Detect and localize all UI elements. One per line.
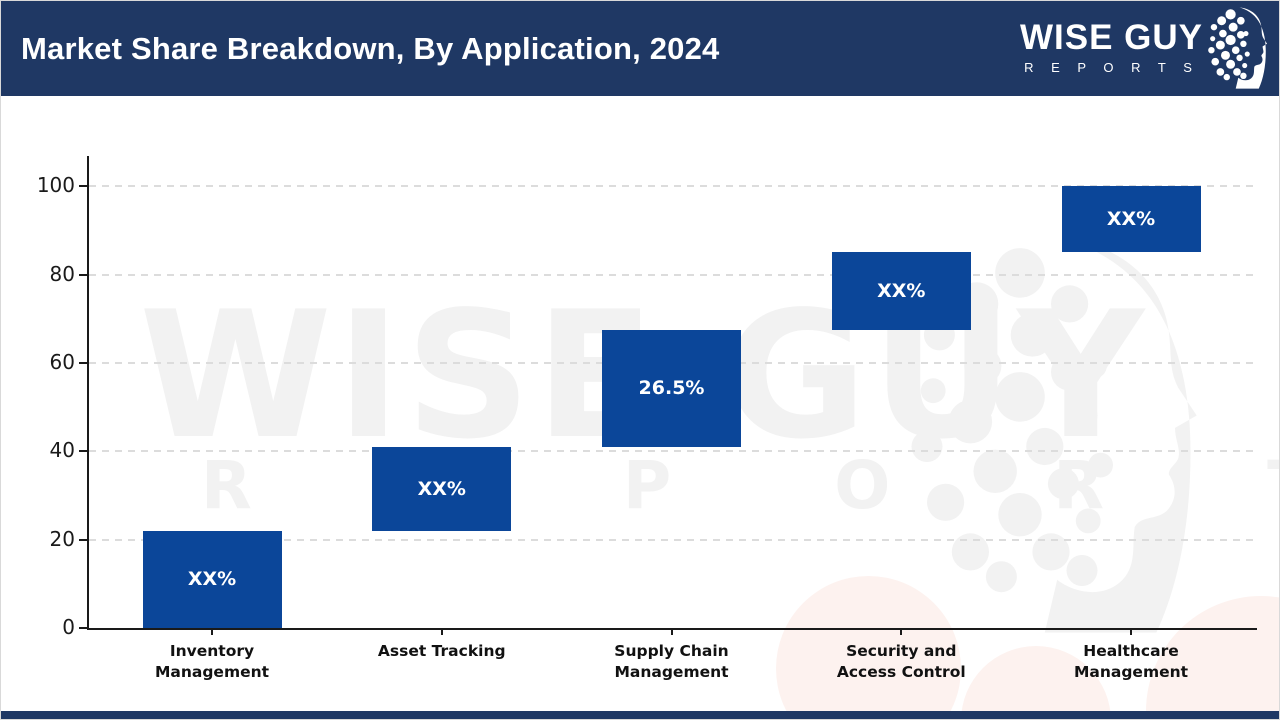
bar: XX% — [372, 446, 512, 531]
y-tick-mark — [79, 185, 87, 188]
x-tick-mark — [440, 630, 443, 635]
x-tick-label-line: Access Control — [836, 663, 966, 681]
x-axis-line — [87, 628, 1257, 630]
bar-value-label: XX% — [1106, 208, 1156, 231]
footer-bar — [1, 711, 1279, 719]
gridline — [89, 538, 1257, 541]
x-tick-label-line: Management — [154, 663, 270, 681]
bar: XX% — [1061, 186, 1201, 252]
gridline — [89, 185, 1257, 188]
x-tick-label-line: Management — [614, 663, 729, 681]
bar-value-label: XX% — [187, 568, 237, 591]
x-tick-label-line: Management — [1073, 663, 1189, 681]
wise-guy-head-icon — [1208, 7, 1268, 89]
y-tick-label: 0 — [62, 615, 75, 639]
x-tick-mark — [211, 630, 213, 635]
header-bar: Market Share Breakdown, By Application, … — [1, 1, 1279, 96]
page-title: Market Share Breakdown, By Application, … — [21, 30, 720, 66]
bar-value-label: XX% — [417, 477, 466, 500]
pink-blob-decoration — [776, 576, 961, 719]
y-tick-label: 100 — [36, 173, 75, 198]
logo-wordmark: WISE GUY — [1019, 18, 1203, 57]
x-tick-mark — [1130, 630, 1132, 635]
wise-guy-logo: WISE GUY R E P O R T S — [1020, 5, 1269, 89]
y-tick-mark — [79, 362, 87, 365]
x-tick-label: Supply Chain Management — [552, 641, 792, 683]
x-tick-label: Security and Access Control — [781, 641, 1021, 683]
x-tick-label-line: Inventory — [169, 642, 255, 660]
bar-value-label: 26.5% — [638, 377, 705, 400]
x-tick-label-line: Healthcare — [1083, 642, 1179, 660]
bar-value-label: XX% — [877, 279, 926, 302]
y-tick-mark — [79, 273, 87, 276]
x-tick-mark — [900, 630, 903, 635]
gridline — [89, 273, 1257, 276]
y-tick-label: 80 — [49, 261, 75, 286]
y-tick-label: 20 — [49, 526, 75, 551]
logo-text: WISE GUY R E P O R T S — [1020, 20, 1203, 74]
x-tick-mark — [670, 630, 673, 635]
x-tick-label-line: Security and — [846, 642, 957, 660]
y-tick-mark — [79, 538, 87, 541]
y-axis-line — [87, 156, 89, 630]
y-tick-mark — [79, 450, 87, 453]
x-tick-label: Asset Tracking — [322, 641, 562, 662]
gridline — [89, 450, 1257, 453]
y-tick-label: 40 — [49, 438, 75, 463]
logo-subtitle: R E P O R T S — [1024, 60, 1199, 75]
bar: 26.5% — [602, 329, 741, 447]
y-tick-mark — [79, 627, 87, 629]
x-tick-label-line: Supply Chain — [614, 642, 729, 660]
bar: XX% — [831, 251, 971, 330]
y-tick-label: 60 — [49, 350, 75, 375]
x-tick-label: Healthcare Management — [1011, 641, 1251, 683]
x-tick-label: Inventory Management — [92, 641, 332, 683]
bar: XX% — [142, 530, 282, 628]
x-tick-label-line: Asset Tracking — [377, 642, 506, 660]
